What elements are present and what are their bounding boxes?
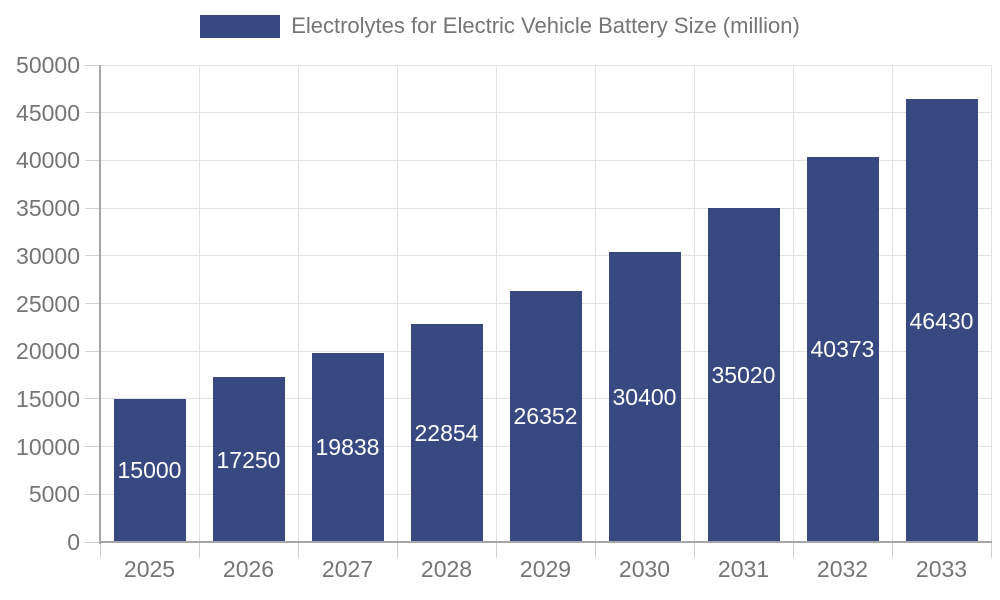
x-gridline — [297, 65, 299, 542]
x-axis-tick — [495, 543, 497, 558]
bar-value-label: 46430 — [909, 307, 974, 334]
x-axis-tick — [594, 543, 596, 558]
bar-value-label: 17250 — [216, 446, 281, 473]
y-gridline — [100, 112, 991, 114]
x-axis-label: 2026 — [222, 556, 275, 582]
y-gridline — [100, 159, 991, 161]
x-axis-label: 2030 — [618, 556, 671, 582]
legend-item[interactable]: Electrolytes for Electric Vehicle Batter… — [0, 13, 1000, 39]
bar-value-label: 19838 — [315, 434, 380, 461]
x-axis-label: 2025 — [123, 556, 176, 582]
x-axis-tick — [792, 543, 794, 558]
y-axis-label: 40000 — [16, 147, 80, 174]
y-axis-label: 5000 — [28, 481, 80, 508]
bar[interactable]: 46430 — [905, 99, 978, 542]
y-axis-tick — [85, 493, 100, 495]
y-axis-label: 20000 — [16, 338, 80, 365]
x-axis-tick — [198, 543, 200, 558]
y-gridline — [100, 255, 991, 257]
bar[interactable]: 26352 — [509, 290, 582, 542]
y-axis-label: 25000 — [16, 290, 80, 317]
y-axis-tick — [85, 159, 100, 161]
x-gridline — [594, 65, 596, 542]
x-gridline — [198, 65, 200, 542]
y-axis-label: 35000 — [16, 195, 80, 222]
x-gridline — [495, 65, 497, 542]
x-axis-label: 2032 — [816, 556, 869, 582]
bar-value-label: 30400 — [612, 383, 677, 410]
y-axis-tick — [85, 255, 100, 257]
y-axis-tick — [85, 350, 100, 352]
bar-value-label: 15000 — [117, 457, 182, 484]
bar[interactable]: 17250 — [212, 377, 285, 542]
y-axis-label: 50000 — [16, 52, 80, 78]
y-axis-label: 15000 — [16, 385, 80, 412]
x-axis-tick — [990, 543, 992, 558]
legend-label: Electrolytes for Electric Vehicle Batter… — [291, 13, 800, 38]
x-axis-tick — [891, 543, 893, 558]
x-gridline — [792, 65, 794, 542]
y-axis-tick — [85, 446, 100, 448]
x-axis-label: 2028 — [420, 556, 473, 582]
bar-value-label: 35020 — [711, 361, 776, 388]
y-axis-label: 30000 — [16, 242, 80, 269]
y-gridline — [100, 207, 991, 209]
y-axis-tick — [85, 398, 100, 400]
y-axis-tick — [85, 541, 100, 543]
bar[interactable]: 30400 — [608, 251, 681, 542]
bar[interactable]: 19838 — [311, 352, 384, 542]
y-axis-label: 0 — [67, 529, 80, 555]
bar[interactable]: 15000 — [113, 398, 186, 542]
y-axis-tick — [85, 64, 100, 66]
bar[interactable]: 22854 — [410, 323, 483, 542]
bar[interactable]: 35020 — [707, 207, 780, 542]
y-axis-tick — [85, 303, 100, 304]
y-axis-tick — [85, 112, 100, 114]
x-axis-tick — [297, 543, 299, 558]
y-gridline — [100, 64, 991, 66]
x-axis-label: 2033 — [915, 556, 968, 582]
legend-swatch — [200, 14, 281, 38]
y-axis-tick — [85, 207, 100, 209]
x-gridline — [891, 65, 893, 542]
bar-value-label: 40373 — [810, 336, 875, 363]
x-gridline — [396, 65, 398, 542]
x-axis-line — [99, 541, 992, 543]
x-gridline — [693, 65, 695, 542]
x-axis-label: 2029 — [519, 556, 572, 582]
x-axis-tick — [396, 543, 398, 558]
y-axis-label: 10000 — [16, 433, 80, 460]
x-axis-label: 2031 — [717, 556, 770, 582]
x-axis-tick — [99, 543, 101, 558]
x-gridline — [990, 65, 992, 542]
bar-value-label: 26352 — [513, 403, 578, 430]
y-axis-label: 45000 — [16, 99, 80, 126]
bar-value-label: 22854 — [414, 419, 479, 446]
x-axis-label: 2027 — [321, 556, 374, 582]
y-axis-line — [99, 65, 101, 544]
bar[interactable]: 40373 — [806, 156, 879, 542]
x-axis-tick — [693, 543, 695, 558]
